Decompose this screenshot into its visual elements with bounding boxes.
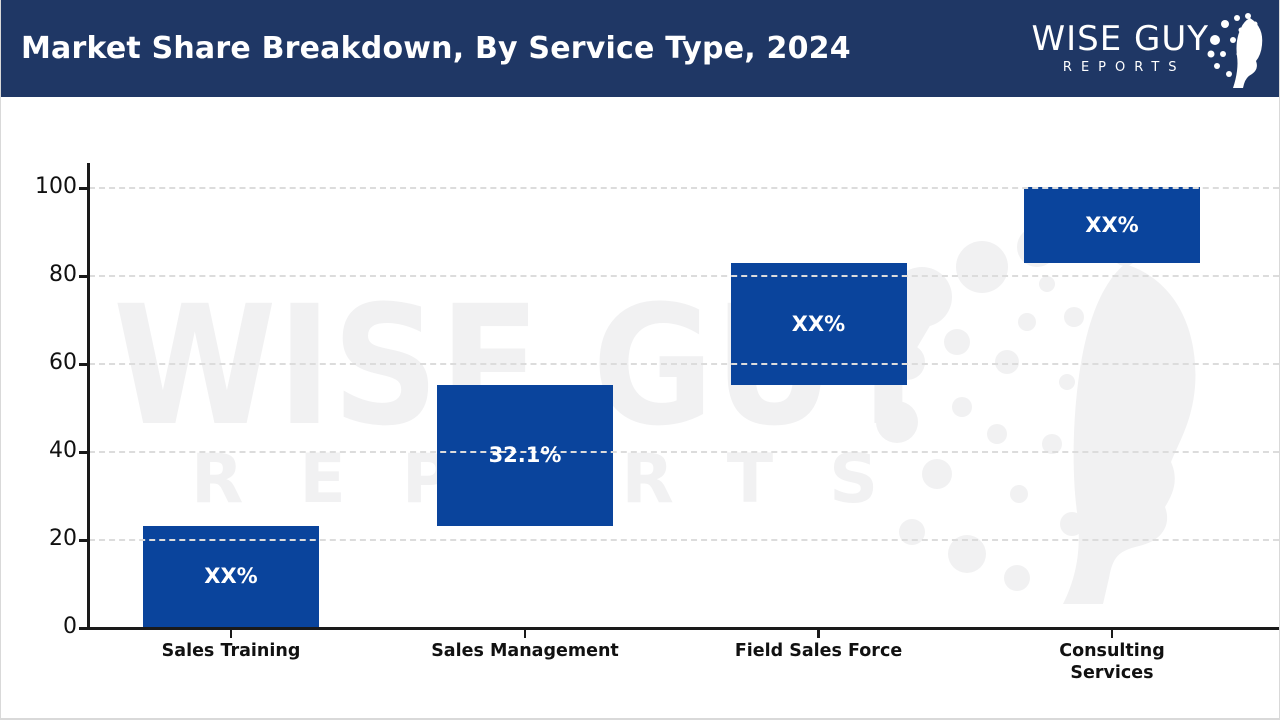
y-tickmark-100 xyxy=(79,187,87,190)
x-tickmark-1 xyxy=(229,629,233,638)
gridline-y80 xyxy=(89,275,1279,277)
y-tickmark-60 xyxy=(79,363,87,366)
brand-name: WISE GUY xyxy=(1031,19,1209,59)
gridline-y40 xyxy=(89,451,1279,453)
x-category-label-1: Sales Training xyxy=(161,641,301,661)
bar-segment-4 xyxy=(1024,187,1200,264)
y-tick-label-60: 60 xyxy=(49,350,77,375)
y-tick-label-80: 80 xyxy=(49,262,77,287)
y-tick-label-40: 40 xyxy=(49,438,77,463)
gridline-y100 xyxy=(89,187,1279,189)
y-tickmark-20 xyxy=(79,539,87,542)
brand-logo: WISE GUY REPORTS xyxy=(1031,10,1265,88)
gridline-y20 xyxy=(89,539,1279,541)
bar-value-label-1: XX% xyxy=(204,564,258,589)
y-axis-line xyxy=(87,163,90,630)
bar-segment-1 xyxy=(143,525,319,627)
x-category-label-4: Consulting Services xyxy=(1059,641,1165,683)
x-axis-line xyxy=(87,627,1279,630)
gridline-y60 xyxy=(89,363,1279,365)
x-category-label-3: Field Sales Force xyxy=(734,641,903,661)
y-tick-label-0: 0 xyxy=(63,614,77,639)
x-tickmark-2 xyxy=(523,629,527,638)
y-tickmark-40 xyxy=(79,451,87,454)
brand-logo-text: WISE GUY REPORTS xyxy=(1031,22,1209,75)
brand-head-icon xyxy=(1207,12,1263,88)
brand-subtitle: REPORTS xyxy=(1062,60,1186,75)
bar-value-label-2: 32.1% xyxy=(488,443,562,468)
x-category-label-2: Sales Management xyxy=(431,641,619,661)
bar-value-label-4: XX% xyxy=(1085,213,1139,238)
y-tickmark-0 xyxy=(79,627,87,630)
x-tickmark-3 xyxy=(817,629,820,638)
bar-segment-2 xyxy=(437,384,613,526)
x-tickmark-4 xyxy=(1110,629,1114,638)
page-title: Market Share Breakdown, By Service Type,… xyxy=(21,31,851,66)
y-tick-label-20: 20 xyxy=(49,526,77,551)
bar-value-label-3: XX% xyxy=(791,311,846,336)
y-tickmark-80 xyxy=(79,275,87,278)
y-tick-label-100: 100 xyxy=(35,174,77,199)
app-header: Market Share Breakdown, By Service Type,… xyxy=(1,0,1279,97)
